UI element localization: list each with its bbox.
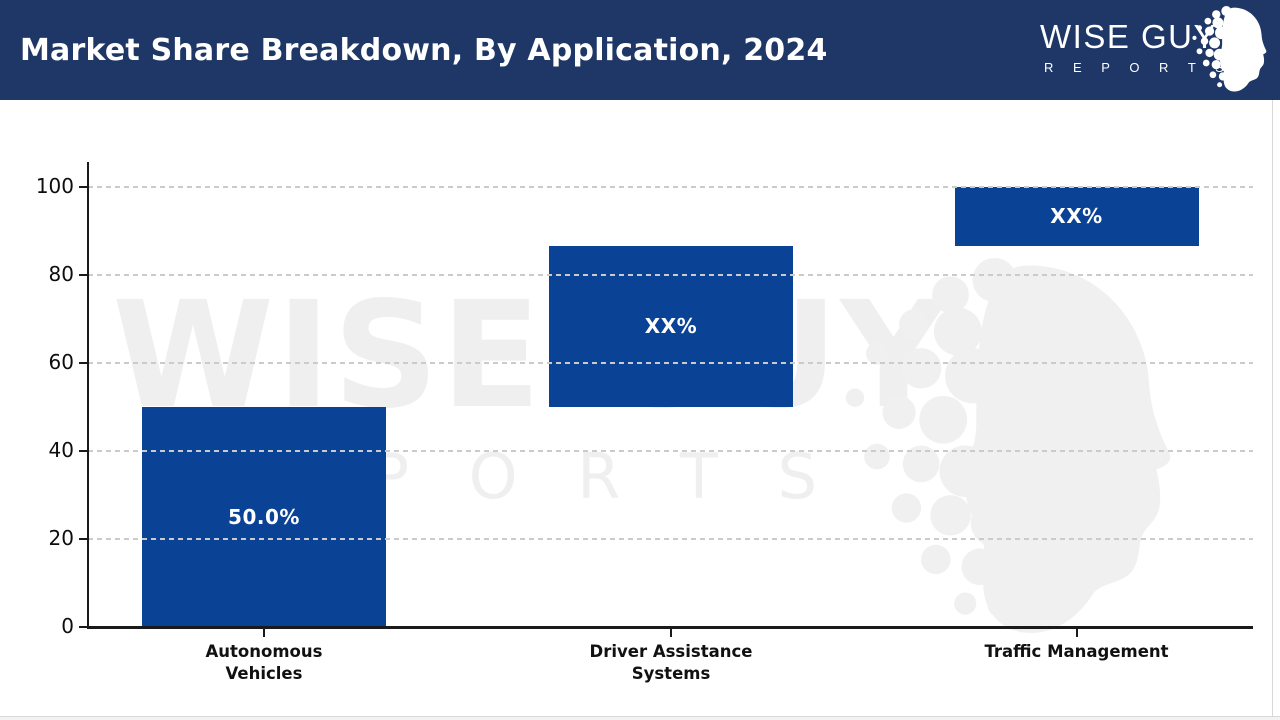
y-gridline-20 (88, 537, 1253, 540)
right-border (1272, 100, 1273, 717)
y-gridline-80 (88, 273, 1253, 276)
y-gridline-60 (88, 361, 1253, 364)
x-category-label-traffic-management: Traffic Management (984, 642, 1169, 661)
y-tick-mark-80 (79, 273, 87, 276)
x-category-label-driver-assistance-systems: Driver Assistance Systems (589, 642, 753, 684)
bar-driver-assistance-systems: XX% (549, 246, 793, 407)
y-tick-label-80: 80 (48, 261, 74, 286)
logo-reports-text: R E P O R T S (1044, 60, 1232, 75)
y-gridline-40 (88, 449, 1253, 452)
bar-value-label-driver-assistance-systems: XX% (644, 314, 698, 339)
y-tick-label-40: 40 (48, 437, 74, 462)
y-axis-line (87, 162, 89, 628)
y-tick-label-100: 100 (35, 173, 74, 198)
logo-wiseguy-text: WISE GUY (1040, 18, 1218, 55)
x-category-label-autonomous-vehicles: Autonomous Vehicles (205, 642, 323, 684)
x-tick-mark-driver-assistance-systems (670, 629, 672, 637)
header-bar: Market Share Breakdown, By Application, … (0, 0, 1280, 100)
y-tick-mark-0 (79, 626, 87, 628)
y-tick-label-0: 0 (61, 614, 74, 638)
y-tick-mark-20 (79, 537, 87, 540)
y-tick-label-60: 60 (48, 349, 74, 374)
chart-title: Market Share Breakdown, By Application, … (20, 32, 828, 68)
bar-value-label-traffic-management: XX% (1050, 204, 1103, 229)
wiseguy-logo: WISE GUY R E P O R T S (1038, 0, 1278, 100)
bar-value-label-autonomous-vehicles: 50.0% (228, 504, 300, 529)
y-tick-mark-40 (79, 449, 87, 452)
bottom-border (0, 716, 1280, 717)
x-tick-mark-traffic-management (1075, 629, 1078, 637)
y-gridline-100 (88, 185, 1253, 188)
y-tick-label-20: 20 (48, 525, 74, 550)
bar-traffic-management: XX% (954, 186, 1199, 247)
y-tick-mark-60 (79, 361, 87, 364)
wiseguy-head-icon (1192, 6, 1267, 92)
x-tick-mark-autonomous-vehicles (263, 629, 265, 637)
bottom-border-shade (0, 717, 1280, 720)
y-tick-mark-100 (79, 185, 87, 188)
x-axis-line (87, 626, 1253, 629)
bar-autonomous-vehicles: 50.0% (142, 406, 386, 627)
